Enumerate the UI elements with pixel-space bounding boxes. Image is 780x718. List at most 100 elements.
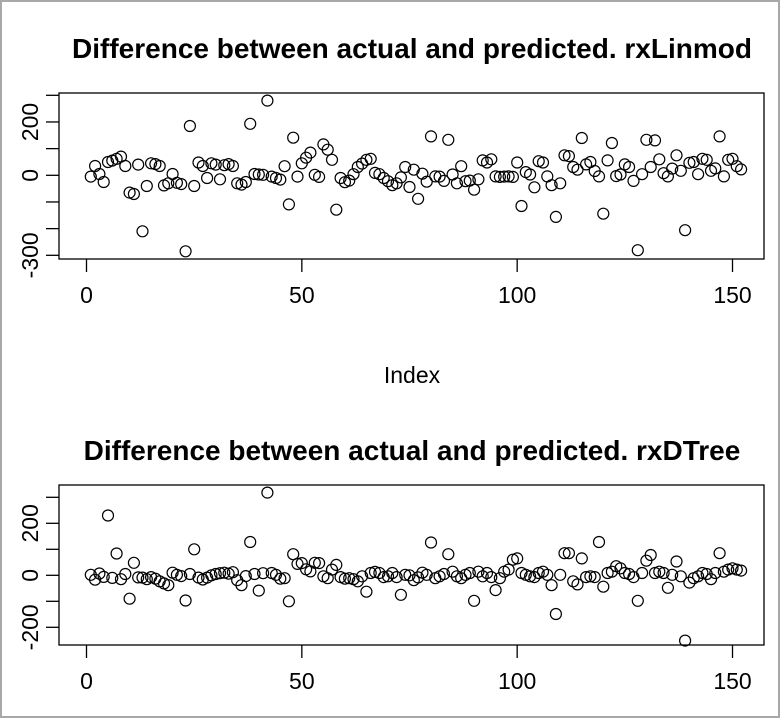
data-point (424, 536, 438, 549)
data-point (717, 170, 731, 183)
data-point (330, 203, 343, 216)
data-point (252, 168, 265, 181)
data-point (489, 170, 502, 183)
plot-box (58, 484, 765, 646)
data-point (579, 570, 593, 584)
data-point (528, 181, 541, 194)
data-point (700, 153, 713, 166)
x-tick-label: 100 (498, 282, 536, 308)
data-point (313, 556, 326, 570)
data-point (536, 156, 550, 169)
data-point (472, 565, 485, 578)
data-point (635, 566, 649, 580)
data-point (597, 580, 610, 593)
data-point (343, 174, 356, 187)
x-tick-label: 150 (713, 282, 751, 308)
data-point (213, 173, 227, 186)
data-point (239, 569, 252, 583)
data-point (674, 570, 687, 583)
data-point (88, 573, 102, 586)
data-point (334, 171, 347, 185)
data-point (412, 192, 425, 205)
data-point (674, 164, 687, 177)
data-point (291, 557, 304, 571)
data-point (304, 146, 317, 159)
data-point (106, 571, 119, 585)
data-point (282, 198, 295, 211)
x-tick-label: 50 (289, 668, 315, 694)
data-point (343, 572, 356, 585)
data-point (666, 162, 679, 175)
data-point (218, 159, 231, 172)
y-tick-label: 0 (17, 569, 43, 582)
data-point (252, 584, 265, 597)
data-point (196, 159, 209, 173)
data-point (132, 158, 145, 171)
data-point (420, 175, 433, 188)
data-point (631, 244, 644, 257)
data-point (627, 174, 640, 187)
data-point (691, 570, 705, 583)
data-point (226, 159, 239, 173)
data-point (450, 177, 463, 190)
data-point (554, 177, 567, 190)
data-point (97, 570, 110, 584)
data-point (179, 594, 192, 607)
data-point (687, 155, 700, 169)
data-point (368, 565, 382, 579)
data-point (381, 570, 395, 583)
data-point (640, 133, 653, 146)
data-point (373, 168, 386, 181)
data-point (683, 156, 696, 169)
data-point (558, 149, 571, 162)
chart-1: 0 50 100 150 200 0 -300 (17, 92, 765, 308)
data-point (528, 570, 541, 584)
data-point (691, 168, 705, 181)
data-point (175, 178, 188, 191)
data-point (485, 570, 498, 584)
data-point (506, 170, 519, 183)
data-point (678, 224, 692, 237)
data-point (291, 170, 304, 183)
data-point (360, 153, 373, 166)
data-point (459, 175, 472, 188)
data-point (209, 567, 222, 581)
data-point (381, 175, 395, 188)
data-point (713, 547, 726, 560)
data-point (377, 171, 390, 185)
data-point (119, 159, 132, 173)
data-point (248, 167, 261, 181)
data-point (523, 570, 537, 583)
data-point (704, 573, 718, 586)
data-point (549, 210, 563, 223)
data-point (274, 572, 287, 585)
data-point (153, 159, 166, 173)
y-tick-label: 200 (17, 504, 43, 542)
data-point (119, 567, 132, 581)
data-point (670, 149, 683, 162)
data-point (338, 572, 351, 585)
data-point (670, 555, 683, 568)
data-point (140, 179, 153, 193)
data-point (394, 588, 407, 601)
x-tick-label: 150 (713, 668, 751, 694)
data-point (683, 576, 696, 589)
data-point (201, 171, 214, 185)
data-point (364, 152, 377, 165)
data-point (420, 568, 433, 581)
data-point (93, 567, 106, 580)
data-point (244, 535, 257, 549)
data-point (127, 556, 140, 569)
data-point (614, 168, 627, 181)
data-point (442, 548, 455, 561)
data-point (218, 566, 231, 579)
data-point (386, 566, 399, 580)
data-point (145, 157, 158, 170)
data-point (175, 569, 188, 583)
data-point (549, 607, 563, 621)
data-point (713, 130, 726, 143)
data-point (304, 565, 317, 578)
data-point (730, 563, 743, 576)
data-point (325, 153, 339, 166)
data-point (468, 183, 481, 196)
